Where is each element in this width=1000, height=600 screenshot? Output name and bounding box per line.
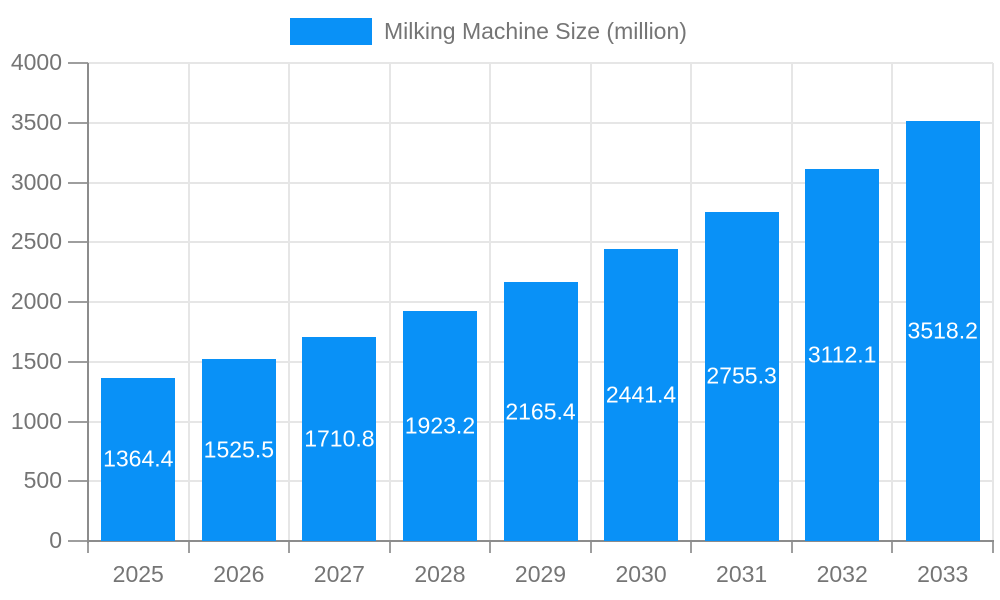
x-gridline <box>489 63 492 541</box>
x-tick-mark <box>891 541 894 553</box>
bar[interactable] <box>503 282 578 541</box>
x-tick-mark <box>790 541 793 553</box>
y-axis-tick-label: 500 <box>23 467 62 494</box>
y-tick-mark <box>68 480 88 483</box>
bar-value-label: 3112.1 <box>807 341 877 368</box>
y-axis-tick-label: 4000 <box>10 48 62 75</box>
x-axis-tick-label: 2026 <box>213 561 265 587</box>
bar[interactable] <box>604 249 679 541</box>
bar-value-label: 2165.4 <box>505 398 576 425</box>
bar[interactable] <box>101 377 176 541</box>
x-axis-tick-label: 2030 <box>615 561 667 587</box>
legend-swatch <box>290 18 372 45</box>
y-axis-tick-label: 2500 <box>10 228 62 255</box>
x-gridline <box>388 63 391 541</box>
x-gridline <box>790 63 793 541</box>
bar[interactable] <box>201 358 276 541</box>
x-axis-line <box>87 540 994 542</box>
x-tick-mark <box>288 541 291 553</box>
y-tick-mark <box>68 62 88 64</box>
y-axis-tick-label: 3000 <box>10 168 62 195</box>
x-tick-mark <box>690 541 693 553</box>
bar[interactable] <box>704 211 779 541</box>
y-gridline <box>88 62 993 64</box>
x-tick-mark <box>992 541 994 553</box>
x-tick-mark <box>388 541 391 553</box>
bar-value-label: 3518.2 <box>907 317 978 344</box>
y-axis-tick-label: 1500 <box>10 347 62 374</box>
x-tick-mark <box>489 541 492 553</box>
bar-value-label: 2441.4 <box>605 381 677 408</box>
y-tick-mark <box>68 121 88 124</box>
x-axis-tick-label: 2025 <box>112 561 164 587</box>
y-tick-mark <box>68 241 88 244</box>
bar[interactable] <box>805 169 880 541</box>
x-axis-tick-label: 2028 <box>414 561 466 587</box>
y-tick-mark <box>68 420 88 423</box>
x-gridline <box>690 63 693 541</box>
x-axis-tick-label: 2031 <box>716 561 768 587</box>
bar-value-label: 1364.4 <box>103 445 174 472</box>
y-axis-line <box>87 63 89 543</box>
x-gridline <box>187 63 190 541</box>
y-axis-tick-label: 2000 <box>10 287 62 314</box>
x-gridline <box>992 63 994 541</box>
bar[interactable] <box>905 120 980 541</box>
bar-value-label: 1923.2 <box>404 412 476 439</box>
y-tick-mark <box>68 301 88 303</box>
x-tick-mark <box>187 541 190 553</box>
bar[interactable] <box>402 311 477 541</box>
y-gridline <box>88 121 993 124</box>
x-tick-mark <box>589 541 592 553</box>
x-tick-mark <box>87 541 89 553</box>
bar-value-label: 2755.3 <box>706 362 777 389</box>
y-gridline <box>88 241 993 244</box>
y-tick-mark <box>68 360 88 363</box>
bar-value-label: 1710.8 <box>304 425 375 452</box>
y-axis-tick-label: 1000 <box>10 407 62 434</box>
x-axis-tick-label: 2029 <box>514 561 567 587</box>
bar-value-label: 1525.5 <box>203 436 275 463</box>
x-gridline <box>288 63 291 541</box>
y-axis-tick-label: 3500 <box>10 108 62 135</box>
x-gridline <box>589 63 592 541</box>
x-axis-tick-label: 2033 <box>917 561 969 587</box>
x-gridline <box>891 63 894 541</box>
y-tick-mark <box>68 540 88 542</box>
y-axis-tick-label: 0 <box>49 526 62 553</box>
x-axis-tick-label: 2032 <box>816 561 868 587</box>
legend[interactable]: Milking Machine Size (million) <box>290 18 687 45</box>
bar[interactable] <box>302 336 377 541</box>
x-axis-tick-label: 2027 <box>313 561 365 587</box>
legend-label: Milking Machine Size (million) <box>384 18 687 44</box>
y-tick-mark <box>68 181 88 184</box>
y-gridline <box>88 181 993 184</box>
